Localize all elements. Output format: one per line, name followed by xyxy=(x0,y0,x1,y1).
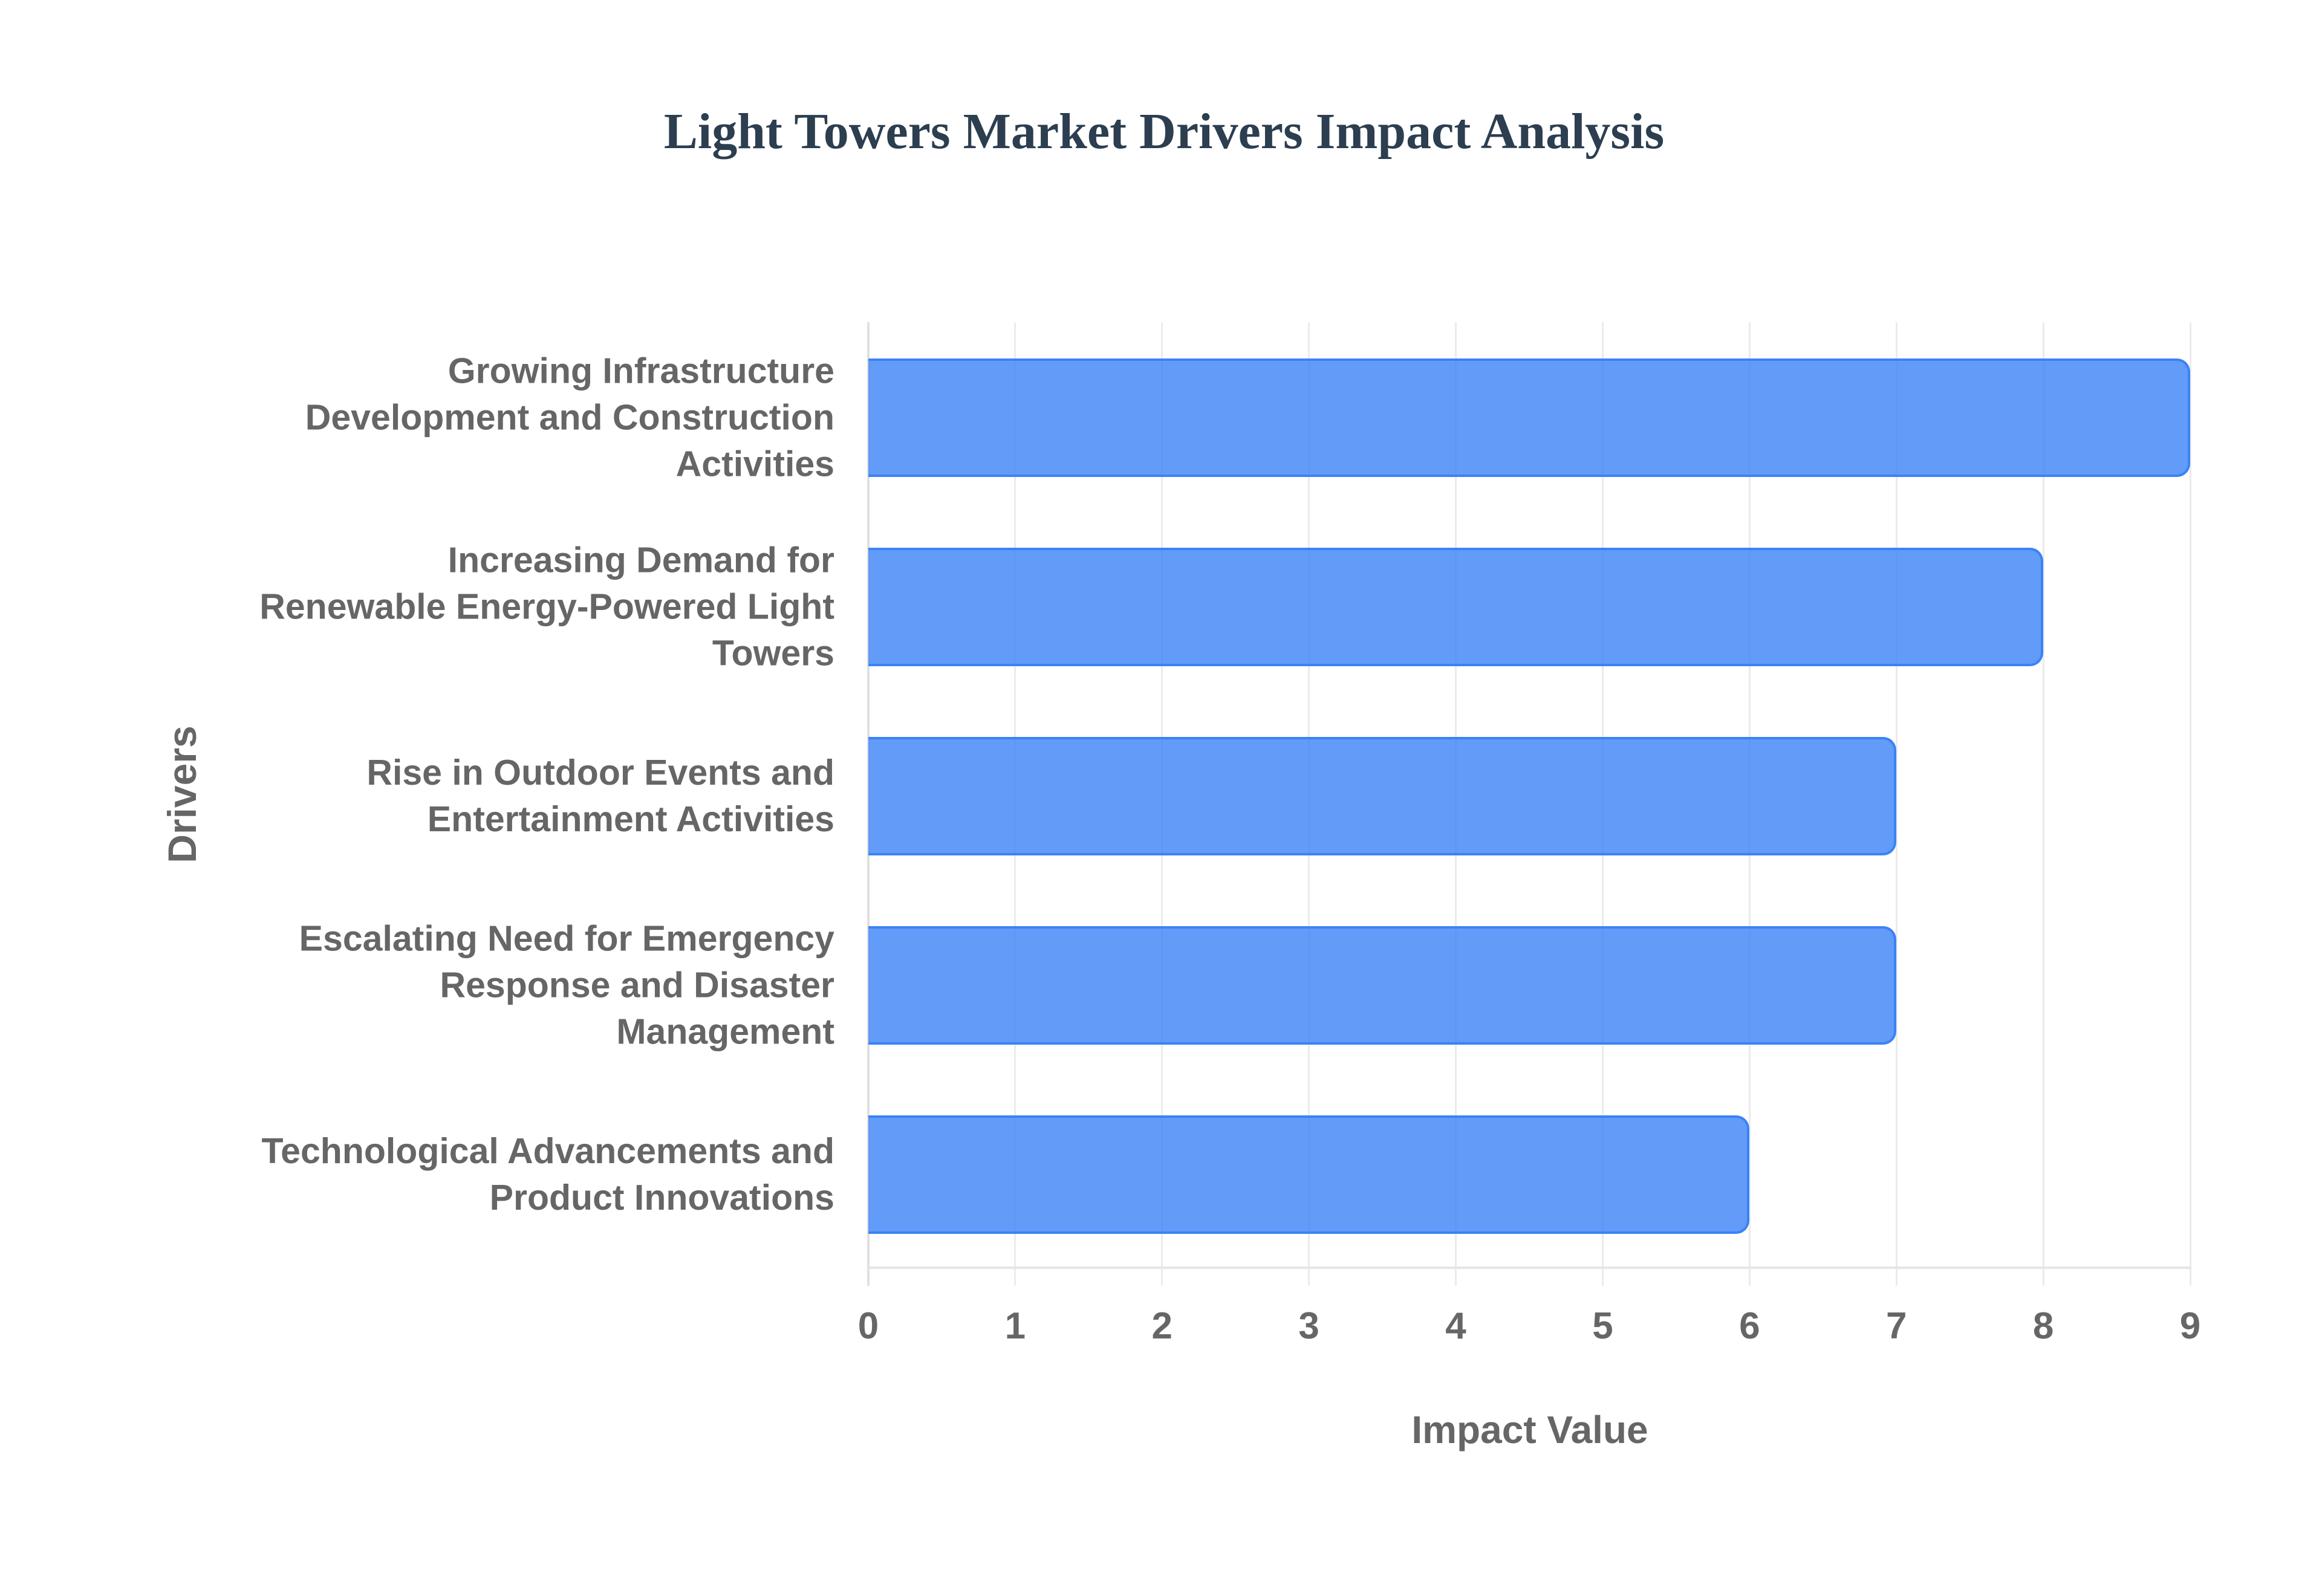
y-axis-label-line: Increasing Demand for xyxy=(447,540,834,580)
y-axis-label-line: Escalating Need for Emergency xyxy=(299,918,834,959)
bar[interactable] xyxy=(868,926,1897,1045)
y-axis-label-line: Development and Construction xyxy=(305,397,834,438)
x-tick-label: 8 xyxy=(2032,1305,2054,1347)
bar[interactable] xyxy=(868,1115,1750,1234)
x-tick-label: 7 xyxy=(1885,1305,1907,1347)
x-tick-label: 6 xyxy=(1739,1305,1760,1347)
y-axis-label-line: Rise in Outdoor Events and xyxy=(366,753,834,793)
y-axis-label: Growing Infrastructure Development and Co… xyxy=(230,348,834,488)
y-axis-label-line: Management xyxy=(616,1011,834,1052)
x-tick-label: 2 xyxy=(1151,1305,1172,1347)
gridline xyxy=(2042,322,2044,1286)
x-tick-label: 4 xyxy=(1445,1305,1466,1347)
y-axis-label-line: Growing Infrastructure xyxy=(447,351,834,391)
x-tick-label: 1 xyxy=(1004,1305,1026,1347)
y-axis-label-line: Response and Disaster xyxy=(440,965,834,1005)
y-axis-label: Escalating Need for Emergency Response an… xyxy=(230,915,834,1055)
plot-area xyxy=(867,322,2191,1286)
y-axis-label-line: Product Innovations xyxy=(489,1177,834,1218)
bar[interactable] xyxy=(868,358,2190,478)
y-axis-label-line: Towers xyxy=(712,633,834,673)
x-tick-label: 3 xyxy=(1298,1305,1319,1347)
y-axis-label-line: Entertainment Activities xyxy=(427,799,834,839)
x-tick-label: 5 xyxy=(1592,1305,1613,1347)
bar[interactable] xyxy=(868,548,2044,667)
y-axis-title: Drivers xyxy=(160,725,204,863)
y-axis-label: Rise in Outdoor Events and Entertainment … xyxy=(230,750,834,843)
y-axis-label-line: Technological Advancements and xyxy=(261,1130,835,1171)
y-axis-label-line: Renewable Energy-Powered Light xyxy=(259,586,834,627)
bar[interactable] xyxy=(868,737,1897,855)
x-axis-title: Impact Value xyxy=(1411,1408,1648,1452)
y-axis-label-line: Activities xyxy=(675,444,834,484)
chart-title: Light Towers Market Drivers Impact Analy… xyxy=(663,103,1665,160)
x-tick-label: 0 xyxy=(857,1305,879,1347)
gridline xyxy=(1895,322,1898,1286)
x-tick-label: 9 xyxy=(2179,1305,2201,1347)
x-axis-line xyxy=(868,1267,2191,1269)
y-axis-label: Increasing Demand for Renewable Energy-Po… xyxy=(230,537,834,677)
y-axis-label: Technological Advancements and Product In… xyxy=(230,1128,835,1221)
gridline xyxy=(2189,322,2191,1286)
